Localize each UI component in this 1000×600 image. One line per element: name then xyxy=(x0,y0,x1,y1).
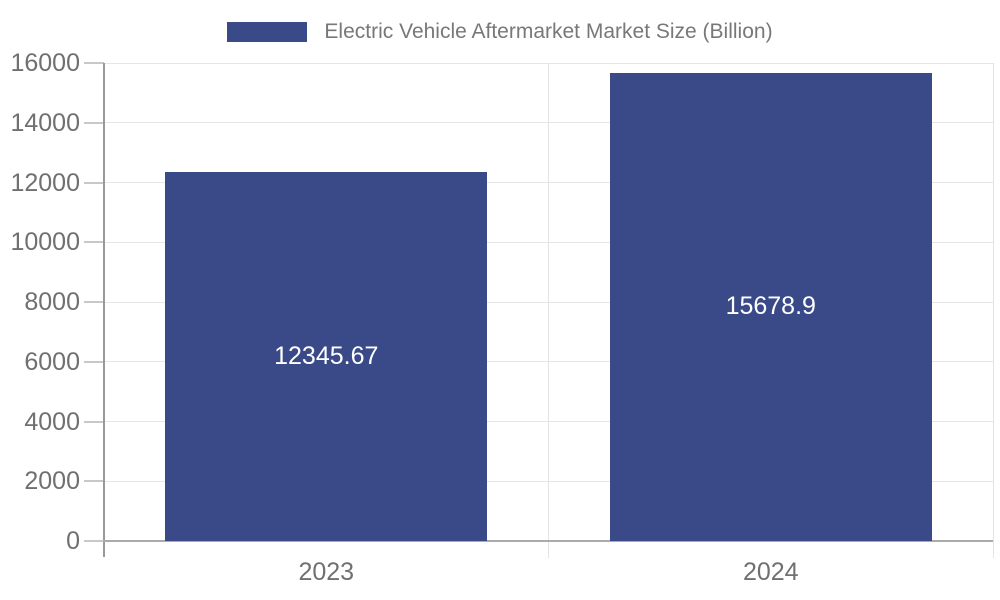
y-tick-label-8000: 8000 xyxy=(24,288,80,316)
y-axis-tick-4000 xyxy=(84,420,104,423)
bar-value-label-2024: 15678.9 xyxy=(725,292,816,321)
x-axis-line xyxy=(103,540,993,542)
y-axis-tick-14000 xyxy=(84,121,104,124)
y-axis-tick-10000 xyxy=(84,241,104,244)
legend-label: Electric Vehicle Aftermarket Market Size… xyxy=(324,20,773,43)
gridline-x-boundary-2 xyxy=(992,63,994,558)
gridline-x-boundary-1 xyxy=(548,63,549,558)
x-label-2024: 2024 xyxy=(742,558,799,586)
y-axis-tick-12000 xyxy=(84,181,104,184)
legend-swatch-icon xyxy=(227,22,308,42)
y-tick-label-10000: 10000 xyxy=(10,228,80,257)
y-tick-label-12000: 12000 xyxy=(10,168,80,197)
legend[interactable]: Electric Vehicle Aftermarket Market Size… xyxy=(227,20,773,44)
bar-2023[interactable]: 12345.67 xyxy=(165,172,488,541)
x-label-2023: 2023 xyxy=(298,558,355,586)
y-tick-label-4000: 4000 xyxy=(24,407,80,436)
y-axis-tick-2000 xyxy=(84,480,104,483)
y-axis-tick-16000 xyxy=(84,62,104,64)
y-axis-tick-6000 xyxy=(84,360,104,363)
bar-value-label-2023: 12345.67 xyxy=(274,342,379,371)
y-tick-label-0: 0 xyxy=(66,527,80,555)
y-axis-tick-0 xyxy=(84,540,104,542)
y-axis-line xyxy=(103,63,105,557)
y-axis-tick-8000 xyxy=(84,301,104,303)
y-tick-label-14000: 14000 xyxy=(10,108,80,137)
legend-row: Electric Vehicle Aftermarket Market Size… xyxy=(0,20,1000,44)
y-tick-label-16000: 16000 xyxy=(10,49,80,77)
y-tick-label-6000: 6000 xyxy=(24,347,80,376)
bar-2024[interactable]: 15678.9 xyxy=(609,72,932,541)
y-tick-label-2000: 2000 xyxy=(24,467,80,496)
